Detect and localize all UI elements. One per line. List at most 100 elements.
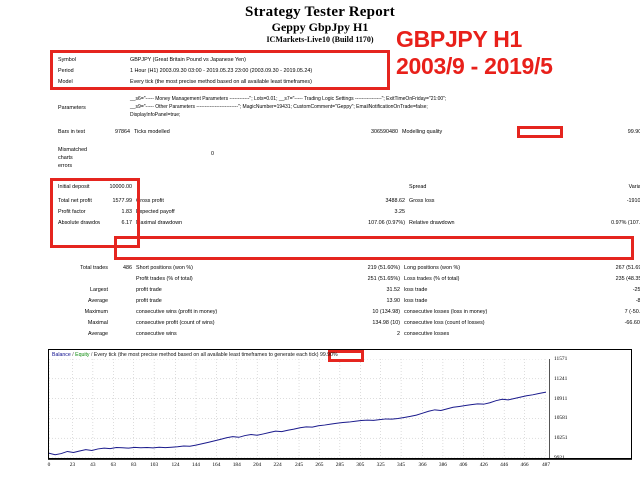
legend-separator-1: /: [72, 352, 74, 358]
expected-payoff-label: Expected payoff: [136, 209, 175, 215]
average-label: Average: [88, 297, 108, 304]
results-0-mid-label: [134, 180, 283, 194]
x-axis-tick-label: 386: [438, 462, 447, 468]
parameters-line-3: DisplayInfoPanel=true;: [130, 112, 181, 119]
gross-loss-label: Gross loss: [409, 198, 435, 204]
long-positions-value: 267 (51.69%): [615, 264, 640, 271]
table-row: Bars in test 97864 Ticks modelled 306590…: [56, 127, 640, 136]
total-trades-label: Total trades: [80, 264, 108, 271]
gross-profit-label: Gross profit: [136, 198, 164, 204]
average-consecutive-wins-label: consecutive wins: [136, 330, 177, 337]
bars-in-test-table: Bars in test 97864 Ticks modelled 306590…: [56, 127, 640, 136]
short-positions-label: Short positions (won %): [136, 264, 193, 271]
average-loss-trade-value: -8.13: [635, 297, 640, 304]
trades-2-c2: [110, 284, 134, 295]
modelling-quality-label: Modelling quality: [402, 128, 443, 135]
table-row: Period 1 Hour (H1) 2003.09.30 03:00 - 20…: [56, 65, 584, 76]
average-loss-trade-label: loss trade: [404, 297, 428, 304]
max-consecutive-wins-value: 10 (134.98): [372, 308, 400, 315]
mismatch-label-3: errors: [58, 163, 73, 169]
x-axis-tick-label: 43: [90, 462, 96, 468]
spread-value: Variable: [628, 184, 640, 190]
table-row: Symbol GBPJPY (Great Britain Pound vs Ja…: [56, 54, 584, 65]
max-consecutive-wins-label: consecutive wins (profit in money): [136, 308, 218, 315]
maximal-consecutive-loss-value: -66.60 (4): [624, 319, 640, 326]
mismatch-label-1: Mismatched: [58, 147, 88, 153]
broker-build-line: ICMarkets-Live10 (Build 1170): [266, 35, 374, 44]
initial-deposit-label: Initial deposit: [58, 184, 90, 190]
mismatch-value: 0: [211, 151, 214, 157]
legend-modelling-quality: 99.90%: [319, 352, 338, 358]
largest-loss-trade-value: -25.76: [632, 286, 640, 293]
relative-drawdown-value: 0.97% (107.06): [611, 220, 640, 226]
profit-trades-label: Profit trades (% of total): [136, 275, 193, 282]
x-axis-tick-label: 23: [69, 462, 76, 468]
trades-1-c1: [56, 273, 110, 284]
balance-equity-chart: Balance / Equity / Every tick (the most …: [48, 349, 632, 461]
largest-profit-trade-label: profit trade: [136, 286, 162, 293]
table-row: Model Every tick (the most precise metho…: [56, 76, 584, 87]
x-axis-tick-label: 184: [232, 462, 241, 468]
bars-in-test-value: 97864: [115, 128, 130, 135]
trades-5-c2: [110, 317, 134, 328]
largest-profit-trade-value: 31.52: [386, 286, 401, 293]
x-axis-tick-label: 366: [418, 462, 427, 468]
chart-legend: Balance / Equity / Every tick (the most …: [52, 351, 338, 359]
x-axis-tick-label: 204: [253, 462, 262, 468]
gross-profit-value: 3488.62: [385, 198, 406, 204]
average-consecutive-losses-label: consecutive losses: [404, 330, 450, 337]
x-axis-tick-label: 63: [110, 462, 116, 468]
maximal-drawdown-label: Maximal drawdown: [136, 220, 183, 226]
chart-y-axis: 11571 11241 10911 10581 10251 9921: [549, 356, 632, 461]
parameters-line-2: __s9="----- Other Parameters -----------…: [130, 104, 428, 111]
bars-in-test-label: Bars in test: [58, 128, 85, 135]
page-title: Strategy Tester Report: [245, 4, 395, 20]
table-row: Profit trades (% of total) 251 (51.65%) …: [56, 273, 640, 284]
x-axis-tick-label: 285: [335, 462, 344, 468]
legend-model-description: Every tick (the most precise method base…: [93, 352, 319, 358]
x-axis-tick-label: 305: [356, 462, 365, 468]
model-label: Model: [58, 78, 73, 85]
trades-3-c2: [110, 295, 134, 306]
y-axis-tick-label: 11241: [554, 375, 568, 382]
trades-6-c2: [110, 328, 134, 339]
absolute-drawdown-value: 6.17: [121, 220, 133, 226]
x-axis-tick-label: 426: [479, 462, 488, 468]
ticks-modelled-value: 306590480: [371, 128, 398, 135]
mismatched-charts-table: Mismatched 0 charts errors: [56, 146, 216, 170]
profit-factor-value: 1.83: [121, 209, 133, 215]
table-row: errors: [56, 162, 216, 170]
maximal-consecutive-loss-label: consecutive loss (count of losses): [404, 319, 485, 326]
symbol-label: Symbol: [58, 56, 76, 63]
parameters-line-1: __s6="----- Money Management Parameters …: [130, 96, 447, 103]
x-axis-tick-label: 103: [150, 462, 159, 468]
y-axis-tick-label: 9921: [554, 455, 565, 461]
average-profit-trade-label: profit trade: [136, 297, 162, 304]
loss-trades-value: 235 (48.35%): [615, 275, 640, 282]
x-axis-tick-label: 487: [541, 462, 551, 468]
results-2-right-value: [531, 208, 640, 216]
ticks-modelled-label: Ticks modelled: [134, 128, 170, 135]
total-net-profit-value: 1577.99: [112, 198, 133, 204]
table-row: Average consecutive wins 2 consecutive l…: [56, 328, 640, 339]
report-subtitle: Geppy GbpJpy H1: [271, 20, 369, 34]
period-value: 1 Hour (H1) 2003.09.30 03:00 - 2019.05.2…: [130, 67, 313, 74]
x-axis-tick-label: 325: [376, 462, 385, 468]
x-axis-tick-label: 446: [500, 462, 509, 468]
table-row: Total net profit 1577.99 Gross profit 34…: [56, 194, 640, 208]
x-axis-tick-label: 345: [397, 462, 406, 468]
x-axis-tick-label: 0: [47, 462, 51, 468]
average-consecutive-label: Average: [88, 330, 108, 337]
highlight-box-drawdown-row: [114, 236, 634, 260]
chart-svg: [49, 359, 546, 458]
loss-trades-label: Loss trades (% of total): [404, 275, 460, 282]
expected-payoff-value: 3.25: [394, 209, 406, 215]
results-0-mid-value: [283, 180, 407, 194]
maximal-drawdown-value: 107.06 (0.97%): [368, 220, 405, 226]
average-consecutive-losses-value: 2: [534, 328, 640, 339]
trades-table: Total trades 486 Short positions (won %)…: [56, 262, 640, 339]
relative-drawdown-label: Relative drawdown: [409, 220, 455, 226]
initial-deposit-value: 10000.00: [109, 184, 132, 190]
y-axis-tick-label: 10581: [554, 415, 568, 422]
